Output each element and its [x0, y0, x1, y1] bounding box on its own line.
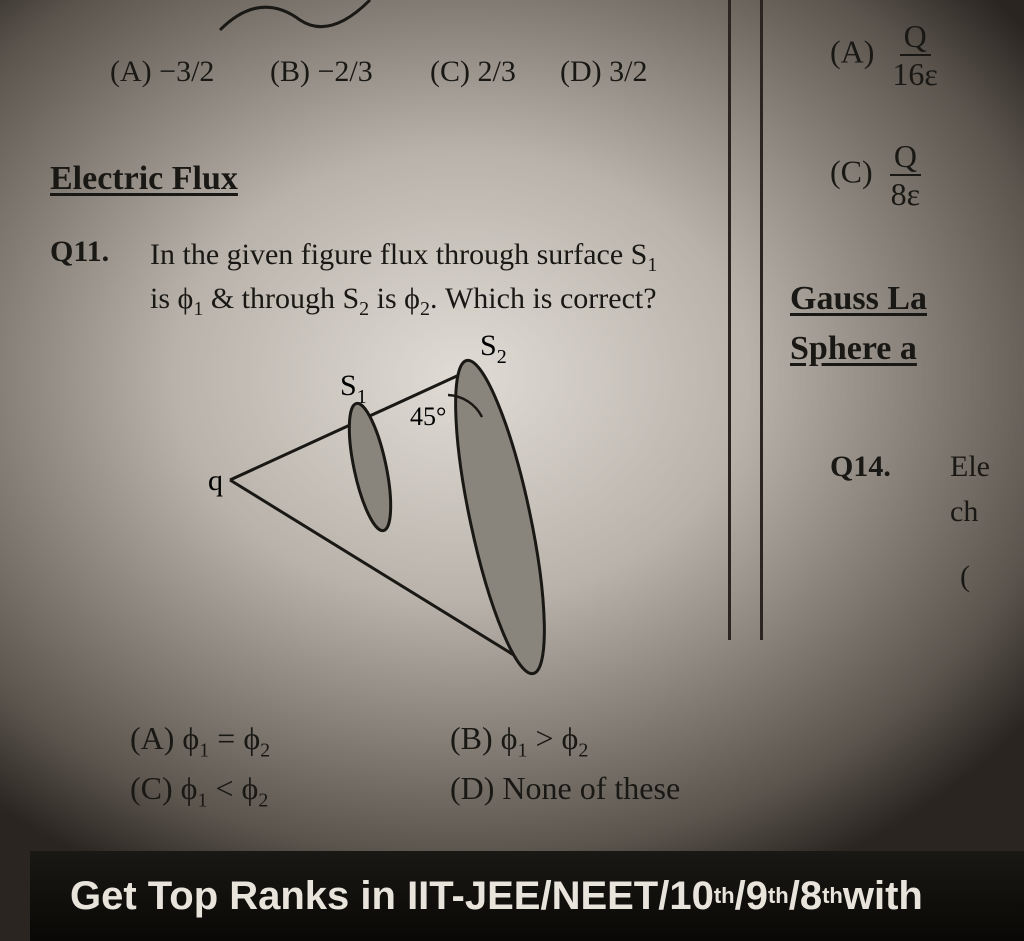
q11-option-c: (C) ϕ1 < ϕ2 — [130, 770, 268, 812]
fragment-curve — [200, 0, 400, 40]
q14-number: Q14. — [830, 450, 891, 484]
right-heading-sphere: Sphere a — [790, 330, 917, 368]
angle-label: 45° — [410, 402, 446, 431]
s1-label: S1 — [340, 369, 367, 408]
column-divider-1 — [728, 0, 731, 640]
promo-banner: Get Top Ranks in IIT-JEE/NEET/10th/9th/8… — [30, 851, 1024, 941]
section-heading-electric-flux: Electric Flux — [50, 160, 238, 198]
top-option-a: (A) −3/2 — [110, 55, 214, 89]
q11-text: In the given figure flux through surface… — [150, 235, 720, 323]
q11-option-b: (B) ϕ1 > ϕ2 — [450, 720, 588, 762]
charge-label: q — [208, 464, 223, 497]
top-option-b: (B) −2/3 — [270, 55, 373, 89]
top-option-c: (C) 2/3 — [430, 55, 516, 89]
q11-option-d: (D) None of these — [450, 770, 680, 807]
column-divider-2 — [760, 0, 763, 640]
top-option-d: (D) 3/2 — [560, 55, 648, 89]
right-option-a: (A) Q 16ε — [830, 20, 942, 90]
cone-flux-diagram: q S1 S2 45° — [190, 335, 610, 695]
q11-number: Q11. — [50, 235, 109, 269]
s2-label: S2 — [480, 329, 507, 368]
q14-line3: ( — [960, 560, 970, 594]
q11-option-a: (A) ϕ1 = ϕ2 — [130, 720, 270, 762]
right-option-c: (C) Q 8ε — [830, 140, 924, 210]
right-heading-gauss: Gauss La — [790, 280, 927, 318]
q14-line2: ch — [950, 495, 978, 529]
q14-line1: Ele — [950, 450, 990, 484]
